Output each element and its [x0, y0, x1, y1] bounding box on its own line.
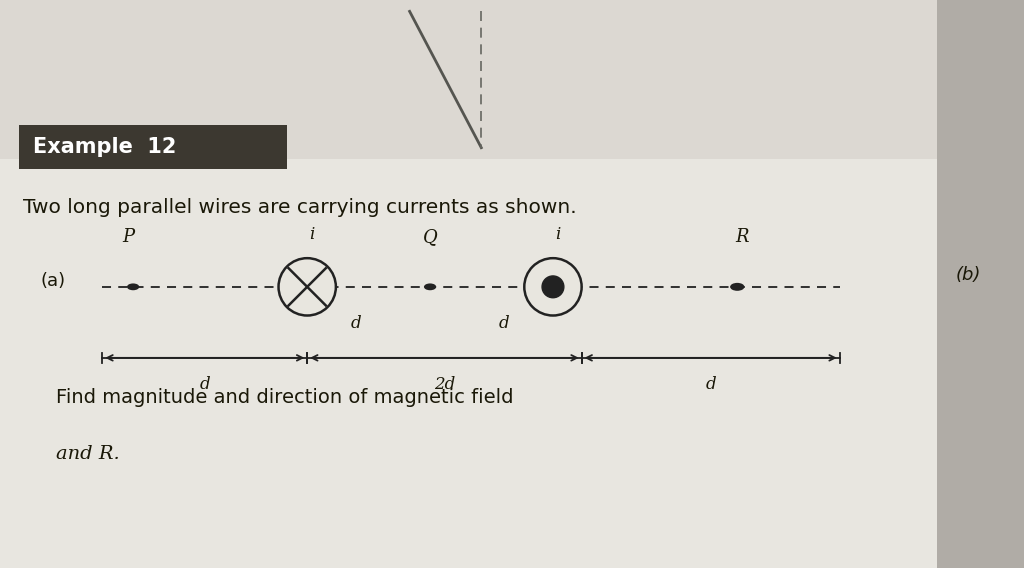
Text: d: d [200, 376, 210, 393]
Text: Q: Q [423, 228, 437, 246]
Text: (b): (b) [956, 266, 981, 285]
Text: R: R [735, 228, 750, 246]
Ellipse shape [524, 258, 582, 315]
Ellipse shape [542, 276, 564, 298]
Text: and R.: and R. [56, 445, 120, 463]
FancyBboxPatch shape [937, 0, 1024, 568]
Circle shape [127, 283, 139, 290]
Text: Find magnitude and direction of magnetic field: Find magnitude and direction of magnetic… [56, 388, 514, 407]
Text: (a): (a) [41, 272, 67, 290]
Text: d: d [706, 376, 716, 393]
FancyBboxPatch shape [0, 0, 937, 568]
Text: i: i [555, 226, 561, 243]
Text: i: i [309, 226, 315, 243]
Text: 2d: 2d [434, 376, 455, 393]
FancyBboxPatch shape [19, 125, 287, 169]
Text: Example  12: Example 12 [33, 137, 176, 157]
Text: d: d [351, 315, 361, 332]
Text: d: d [499, 315, 509, 332]
Circle shape [424, 283, 436, 290]
Text: P: P [122, 228, 134, 246]
Text: Two long parallel wires are carrying currents as shown.: Two long parallel wires are carrying cur… [23, 198, 577, 217]
FancyBboxPatch shape [0, 0, 937, 159]
Ellipse shape [279, 258, 336, 315]
Circle shape [730, 283, 744, 291]
